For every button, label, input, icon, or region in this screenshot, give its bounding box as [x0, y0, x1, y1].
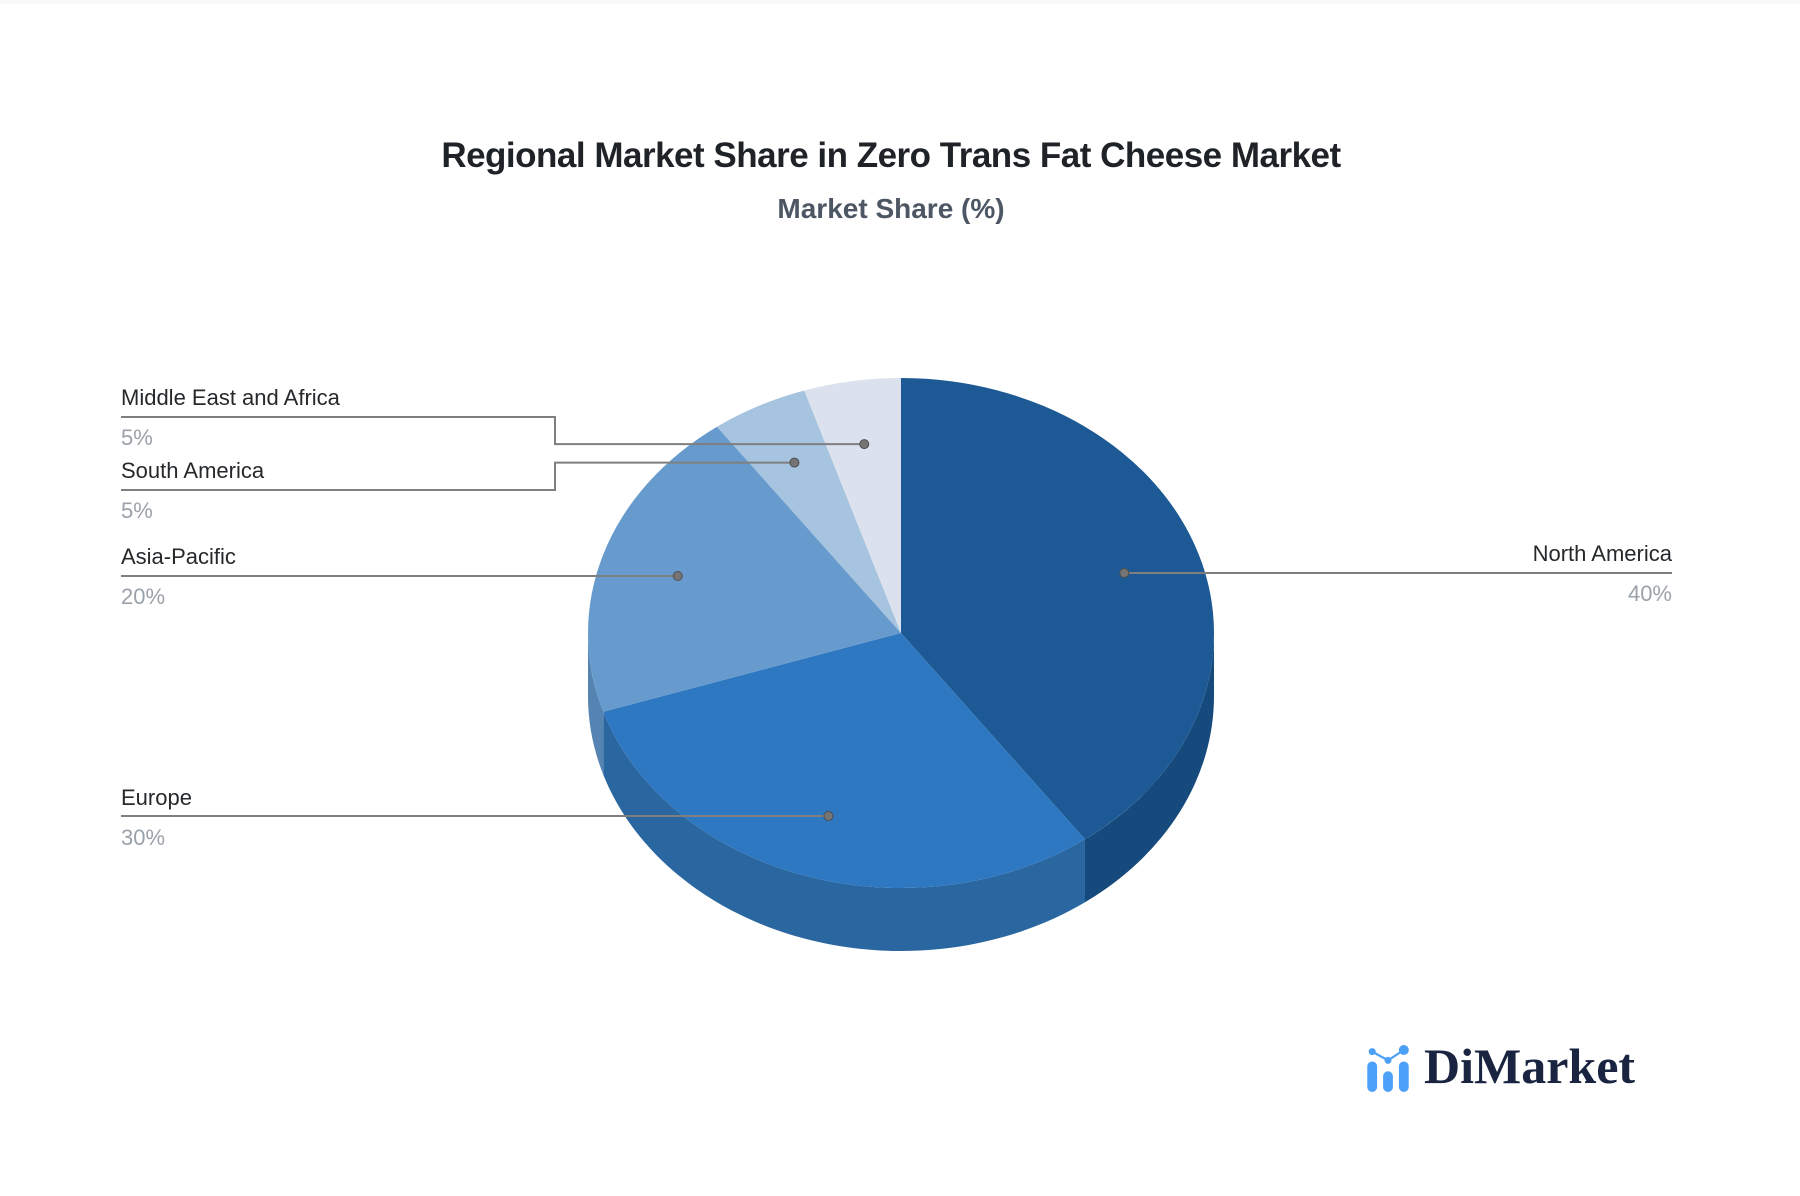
pie-slice-middle-east-and-africa — [804, 378, 901, 633]
pie-slice-north-america — [901, 378, 1214, 840]
pie-slice-south-america — [717, 390, 901, 633]
callout-value-south-america: 5% — [121, 498, 153, 523]
leader-dot-middle-east-and-africa — [859, 439, 870, 450]
pie-slice-europe — [603, 633, 1085, 888]
pie-slice-side-asia-pacific — [588, 633, 604, 775]
callout-label-middle-east-and-africa: Middle East and Africa — [121, 385, 340, 410]
leader-dot-europe — [823, 811, 834, 821]
callout-label-europe: Europe — [121, 785, 192, 810]
callout-label-north-america: North America — [1532, 541, 1672, 566]
leader-dot-asia-pacific — [672, 571, 683, 581]
pie-slice-side-europe — [603, 711, 1085, 951]
callout-value-europe: 30% — [121, 825, 166, 850]
bar-line-chart-icon — [1367, 1044, 1409, 1092]
callout-value-asia-pacific: 20% — [121, 584, 166, 609]
leader-line-south-america — [121, 461, 795, 491]
pie-slice-asia-pacific — [588, 426, 901, 712]
brand-logo: DiMarket — [1366, 1040, 1635, 1092]
callout-label-south-america: South America — [121, 458, 265, 483]
page-top-strip — [0, 0, 1800, 4]
chart-title: Regional Market Share in Zero Trans Fat … — [441, 136, 1341, 175]
chart-subtitle: Market Share (%) — [777, 193, 1005, 224]
brand-name: DiMarket — [1424, 1038, 1636, 1094]
callout-label-asia-pacific: Asia-Pacific — [121, 544, 236, 569]
callout-value-middle-east-and-africa: 5% — [121, 425, 153, 450]
leader-dot-south-america — [789, 457, 800, 468]
leader-line-middle-east-and-africa — [121, 416, 865, 446]
callout-value-north-america: 40% — [1627, 581, 1672, 606]
pie-slice-side-north-america — [1084, 633, 1214, 903]
leader-dot-north-america — [1119, 568, 1130, 578]
